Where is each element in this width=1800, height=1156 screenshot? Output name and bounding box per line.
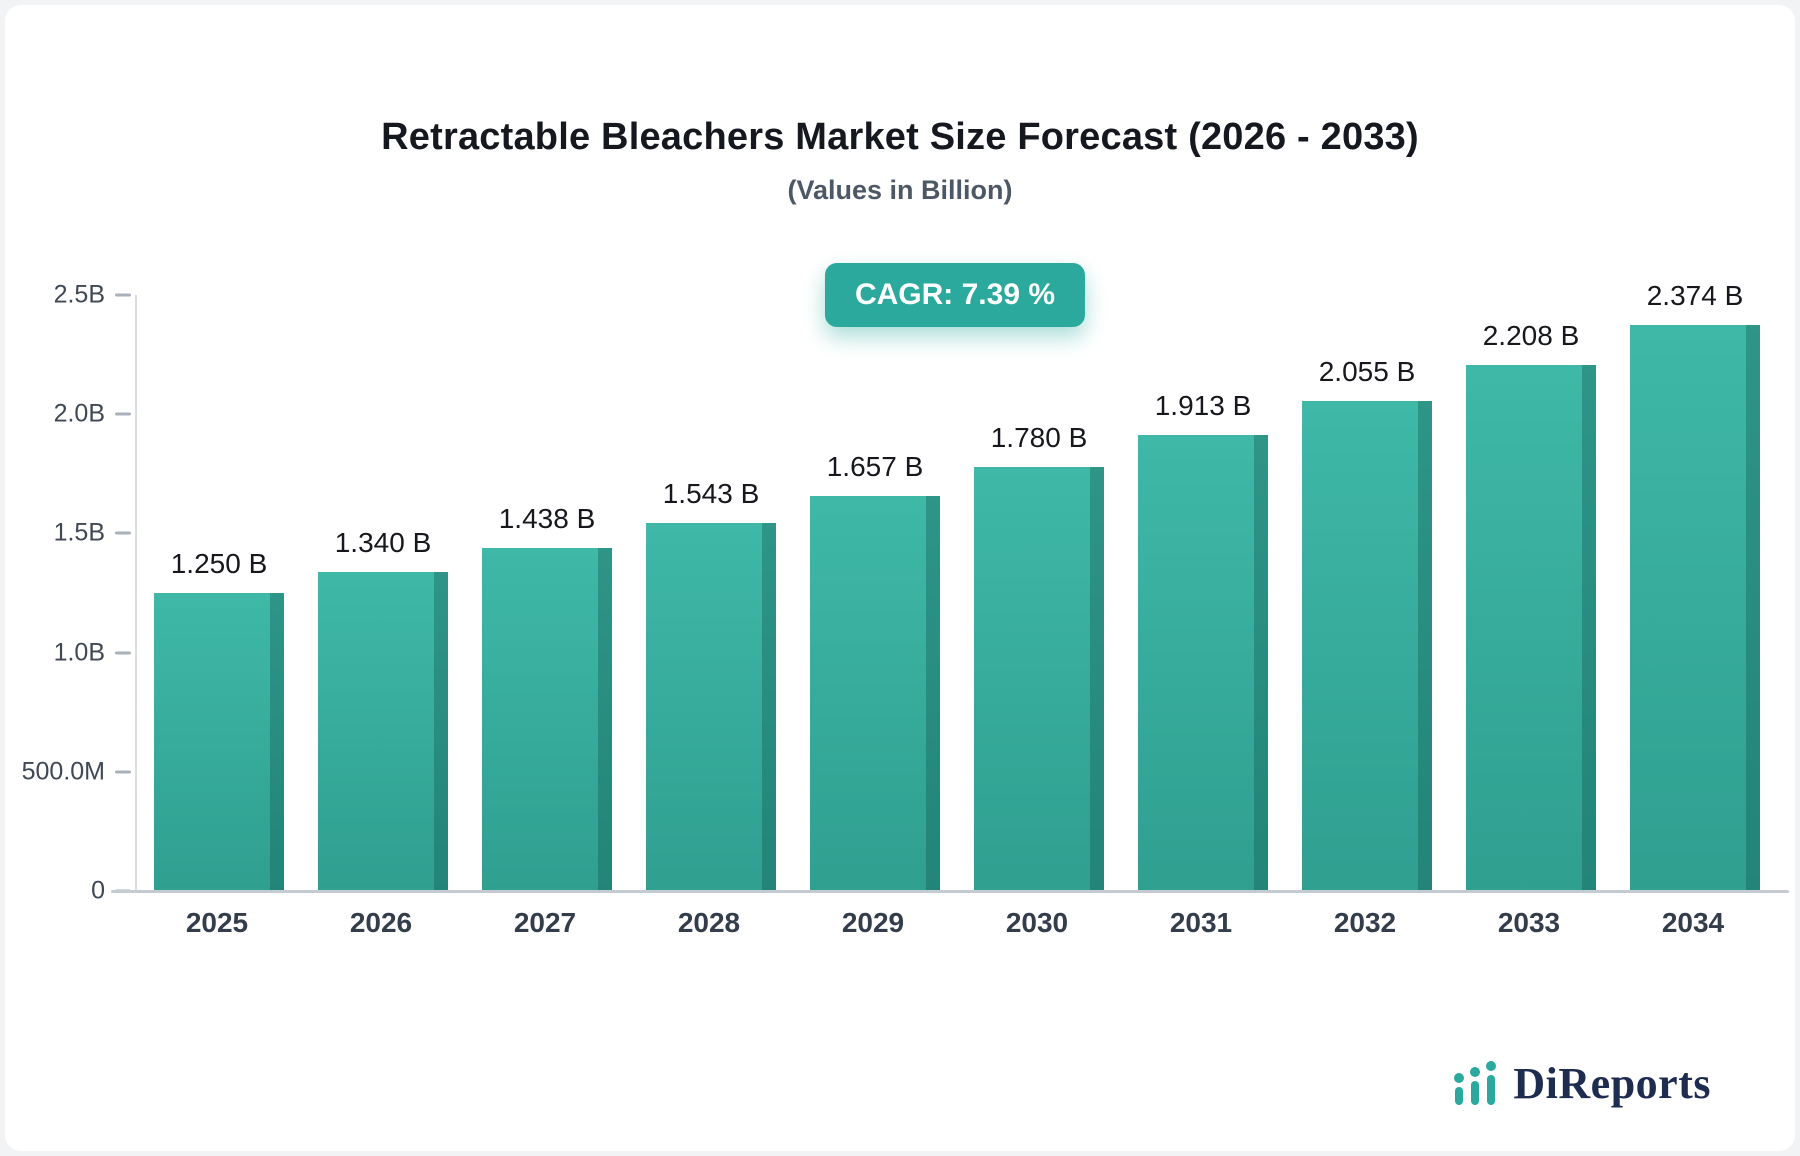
logo-text: DiReports xyxy=(1513,1059,1711,1108)
bar-value-label: 1.340 B xyxy=(334,526,432,558)
bar-value-label: 1.438 B xyxy=(498,503,596,535)
y-axis-tick: 2.5B xyxy=(54,281,131,310)
y-axis-tick: 500.0M xyxy=(22,757,131,786)
x-axis-line xyxy=(111,890,1789,893)
plot-area: 1.250 B 1.340 B 1.438 B 1.543 B 1.657 B 1.780… xyxy=(135,280,1777,891)
bar-group: 1.340 B xyxy=(301,295,465,891)
bars-container: 1.250 B 1.340 B 1.438 B 1.543 B 1.657 B 1.780… xyxy=(137,280,1777,891)
bar-2026: 1.340 B xyxy=(318,527,448,891)
x-axis-label: 2034 xyxy=(1661,907,1725,938)
bar-group: 1.780 B xyxy=(957,295,1121,891)
chart-canvas: Retractable Bleachers Market Size Foreca… xyxy=(5,5,1795,1151)
x-axis-labels: 2025 2026 2027 2028 2029 2030 2031 2032 2033 2034 xyxy=(135,907,1775,939)
x-axis-label: 2026 xyxy=(349,907,413,938)
bar-2030: 1.780 B xyxy=(974,422,1104,891)
x-axis-label: 2028 xyxy=(677,907,741,938)
bar-group: 1.250 B xyxy=(137,295,301,891)
bar-group: 1.438 B xyxy=(465,295,629,891)
bar-group: 2.208 B xyxy=(1449,295,1613,891)
bar-2033: 2.208 B xyxy=(1466,320,1596,891)
y-axis-tick-mark xyxy=(115,770,131,774)
x-axis-label: 2025 xyxy=(185,907,249,938)
x-axis-label: 2029 xyxy=(841,907,905,938)
bar-value-label: 1.250 B xyxy=(170,548,268,579)
x-axis-label: 2030 xyxy=(1005,907,1069,938)
bar-2034: 2.374 B xyxy=(1630,280,1760,891)
bar-group: 2.055 B xyxy=(1285,295,1449,891)
cagr-badge: CAGR: 7.39 % xyxy=(824,263,1086,327)
bar-group: 1.543 B xyxy=(629,295,793,891)
y-axis-tick: 2.0B xyxy=(54,400,131,429)
bar-chart-icon xyxy=(1451,1059,1501,1109)
x-axis-label: 2033 xyxy=(1497,907,1561,938)
y-axis-tick-label: 1.5B xyxy=(53,518,105,547)
bar-2027: 1.438 B xyxy=(482,503,612,891)
y-axis-tick-label: 0 xyxy=(91,876,105,905)
y-axis-tick-label: 1.0B xyxy=(53,638,105,667)
bar-2032: 2.055 B xyxy=(1302,356,1432,891)
bar-value-label: 1.913 B xyxy=(1154,389,1252,421)
y-axis-tick-label: 2.0B xyxy=(53,399,105,428)
bar-2025: 1.250 B xyxy=(154,548,284,891)
y-axis-tick-label: 500.0M xyxy=(21,757,105,786)
x-axis-label: 2032 xyxy=(1333,907,1397,938)
bar-value-label: 1.657 B xyxy=(826,450,924,482)
x-axis-label: 2027 xyxy=(513,907,577,938)
bar-value-label: 1.780 B xyxy=(990,421,1088,453)
bar-group: 1.913 B xyxy=(1121,295,1285,891)
y-axis-tick: 1.0B xyxy=(54,638,131,667)
y-axis-tick: 1.5B xyxy=(54,519,131,548)
bar-value-label: 2.374 B xyxy=(1646,280,1744,312)
x-axis-label: 2031 xyxy=(1169,907,1233,938)
y-axis-tick-mark xyxy=(115,651,131,655)
bar-value-label: 1.543 B xyxy=(662,478,760,510)
y-axis-tick-mark xyxy=(115,531,131,535)
bar-2029: 1.657 B xyxy=(810,451,940,891)
bar-value-label: 2.055 B xyxy=(1318,356,1416,388)
direports-logo: DiReports xyxy=(1451,1058,1711,1109)
chart-subtitle: (Values in Billion) xyxy=(787,175,1013,205)
y-axis: 0 500.0M 1.0B 1.5B 2.0B 2.5B xyxy=(5,281,131,905)
bar-group: 1.657 B xyxy=(793,295,957,891)
y-axis-tick-mark xyxy=(115,412,131,416)
bar-2031: 1.913 B xyxy=(1138,390,1268,891)
bar-group: 2.374 B xyxy=(1613,280,1777,891)
bar-2028: 1.543 B xyxy=(646,478,776,891)
y-axis-tick-label: 2.5B xyxy=(53,280,105,309)
chart-title: Retractable Bleachers Market Size Foreca… xyxy=(381,116,1419,158)
bar-value-label: 2.208 B xyxy=(1482,319,1580,351)
y-axis-tick-mark xyxy=(115,293,131,297)
